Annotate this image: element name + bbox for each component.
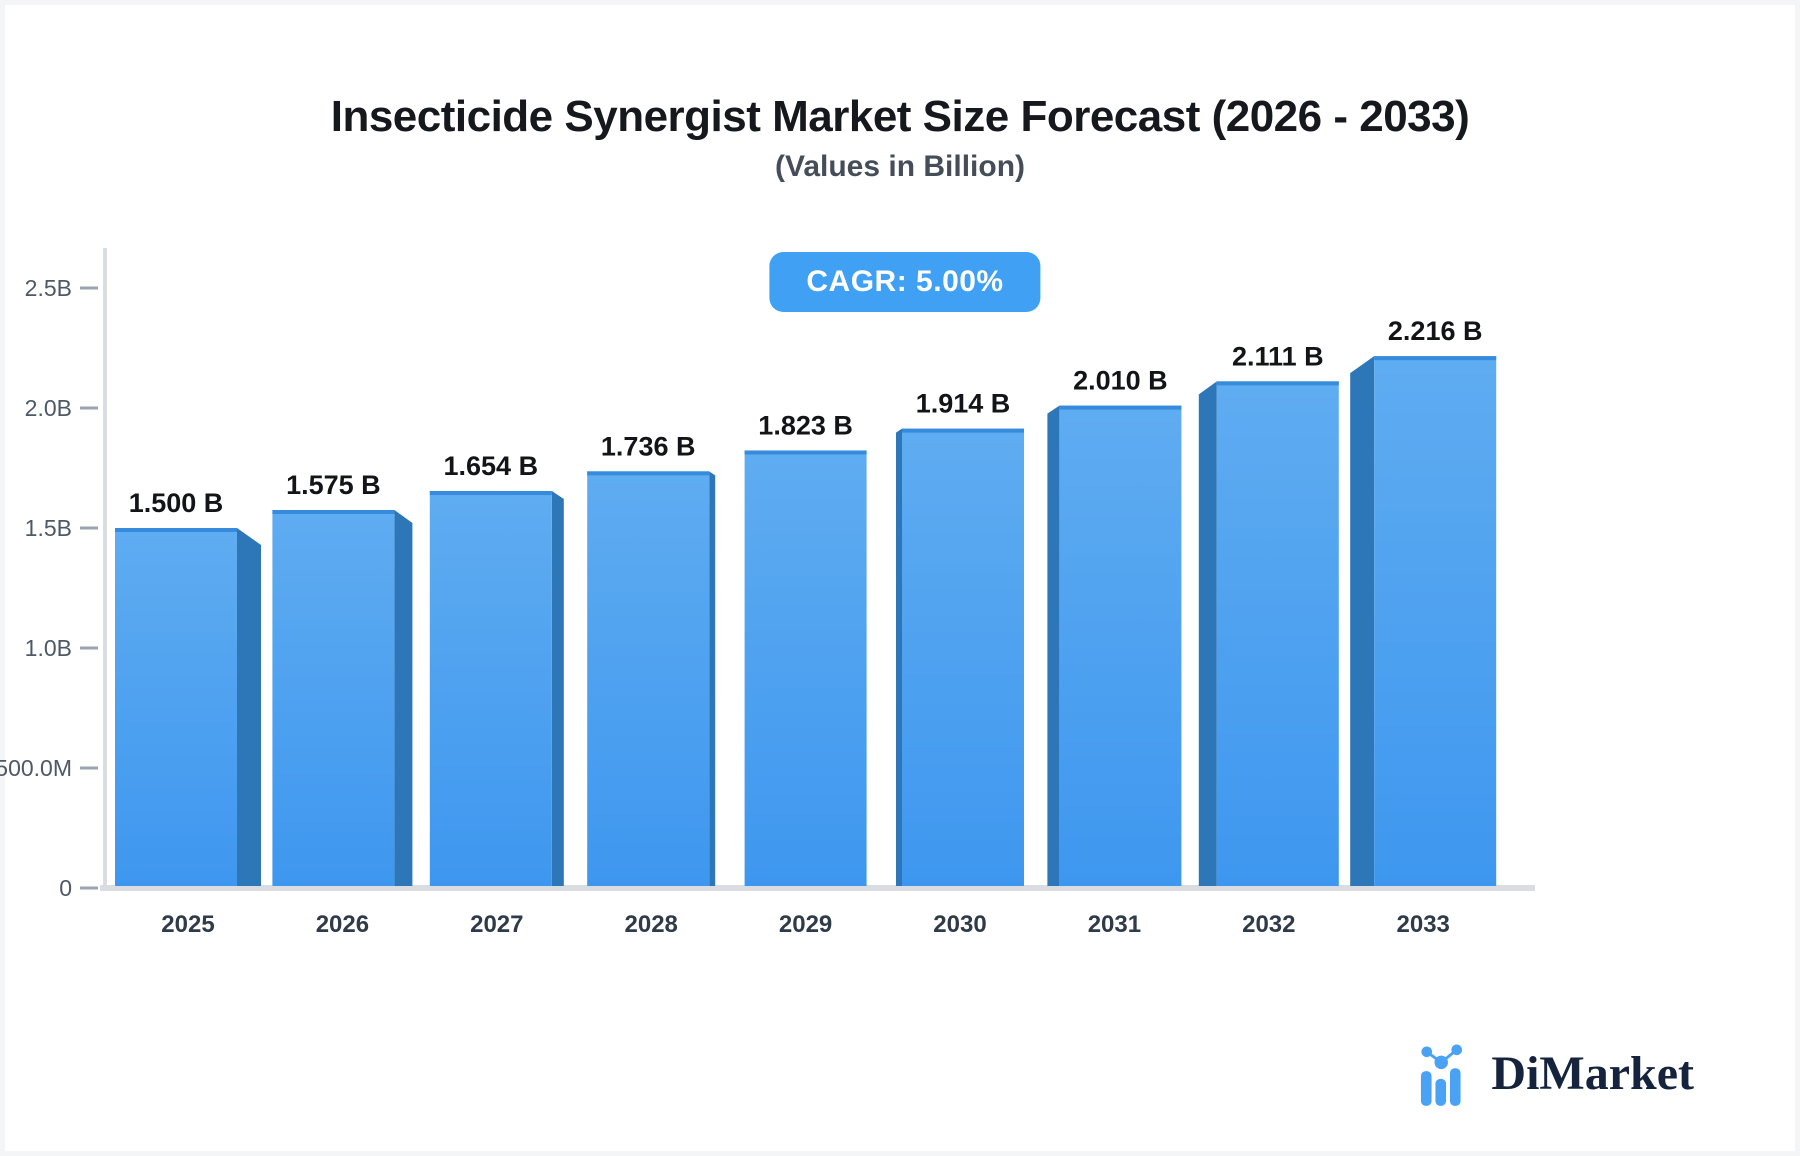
- bar-value-label: 1.914 B: [916, 389, 1011, 419]
- bar: [272, 510, 395, 886]
- chart-subtitle: (Values in Billion): [774, 150, 1026, 183]
- y-axis-tick-label: 2.0B: [25, 395, 72, 421]
- x-axis-label: 2028: [625, 911, 678, 938]
- bar: [429, 491, 552, 886]
- bar-top-edge: [1374, 356, 1497, 361]
- brand-logo-text: DiMarket: [1491, 1047, 1694, 1100]
- x-axis-label: 2033: [1397, 911, 1450, 938]
- brand-logo: DiMarket: [1419, 1042, 1694, 1106]
- y-axis-tick-label: 0: [59, 875, 72, 901]
- cagr-badge: CAGR: 5.00%: [769, 252, 1041, 312]
- x-axis-label: 2031: [1088, 911, 1141, 938]
- bar-top-edge: [902, 428, 1024, 433]
- bar-side: [551, 491, 564, 886]
- bar-value-label: 1.575 B: [286, 470, 381, 500]
- bar-top-edge: [115, 528, 237, 532]
- x-axis-label: 2029: [779, 911, 832, 938]
- x-axis-label: 2027: [470, 911, 523, 938]
- bar-chart-trend-icon: [1421, 1044, 1463, 1106]
- bar-value-label: 1.500 B: [129, 488, 224, 518]
- bar-value-label: 1.736 B: [601, 431, 696, 461]
- bar: [587, 471, 710, 886]
- x-axis-label: 2026: [316, 911, 369, 938]
- bar-side: [709, 471, 716, 886]
- bar-value-label: 1.654 B: [444, 451, 539, 481]
- bar-top-edge: [1216, 381, 1339, 386]
- x-axis-line: [100, 885, 1535, 891]
- bar-side: [394, 510, 413, 886]
- bar: [115, 528, 237, 886]
- y-axis-tick-label: 500.0M: [0, 755, 72, 781]
- bar-value-label: 2.010 B: [1073, 366, 1168, 396]
- bar-top-edge: [744, 450, 867, 455]
- x-axis-label: 2030: [933, 911, 986, 938]
- bar-side: [896, 428, 902, 886]
- bar-top-edge: [587, 471, 710, 476]
- bar-value-label: 2.216 B: [1388, 316, 1483, 346]
- y-axis-tick-label: 1.0B: [25, 635, 72, 661]
- x-axis-label: 2032: [1242, 911, 1295, 938]
- bar: [744, 450, 867, 886]
- bar-side: [1047, 405, 1060, 886]
- bar-top-edge: [1059, 405, 1182, 410]
- y-axis-tick-label: 2.5B: [25, 275, 72, 301]
- bar-value-label: 1.823 B: [758, 410, 853, 440]
- bar: [1059, 405, 1182, 886]
- bar-side: [237, 528, 261, 886]
- bar-top-edge: [272, 510, 395, 514]
- bar-side: [1198, 381, 1217, 886]
- bar: [902, 428, 1024, 886]
- bar: [1374, 356, 1497, 886]
- bar-side: [1350, 356, 1375, 886]
- x-axis-label: 2025: [161, 911, 214, 938]
- bar-value-label: 2.111 B: [1232, 341, 1324, 371]
- bar: [1216, 381, 1339, 886]
- chart-title: Insecticide Synergist Market Size Foreca…: [330, 92, 1470, 141]
- bar-top-edge: [429, 491, 552, 496]
- y-axis-tick-label: 1.5B: [25, 515, 72, 541]
